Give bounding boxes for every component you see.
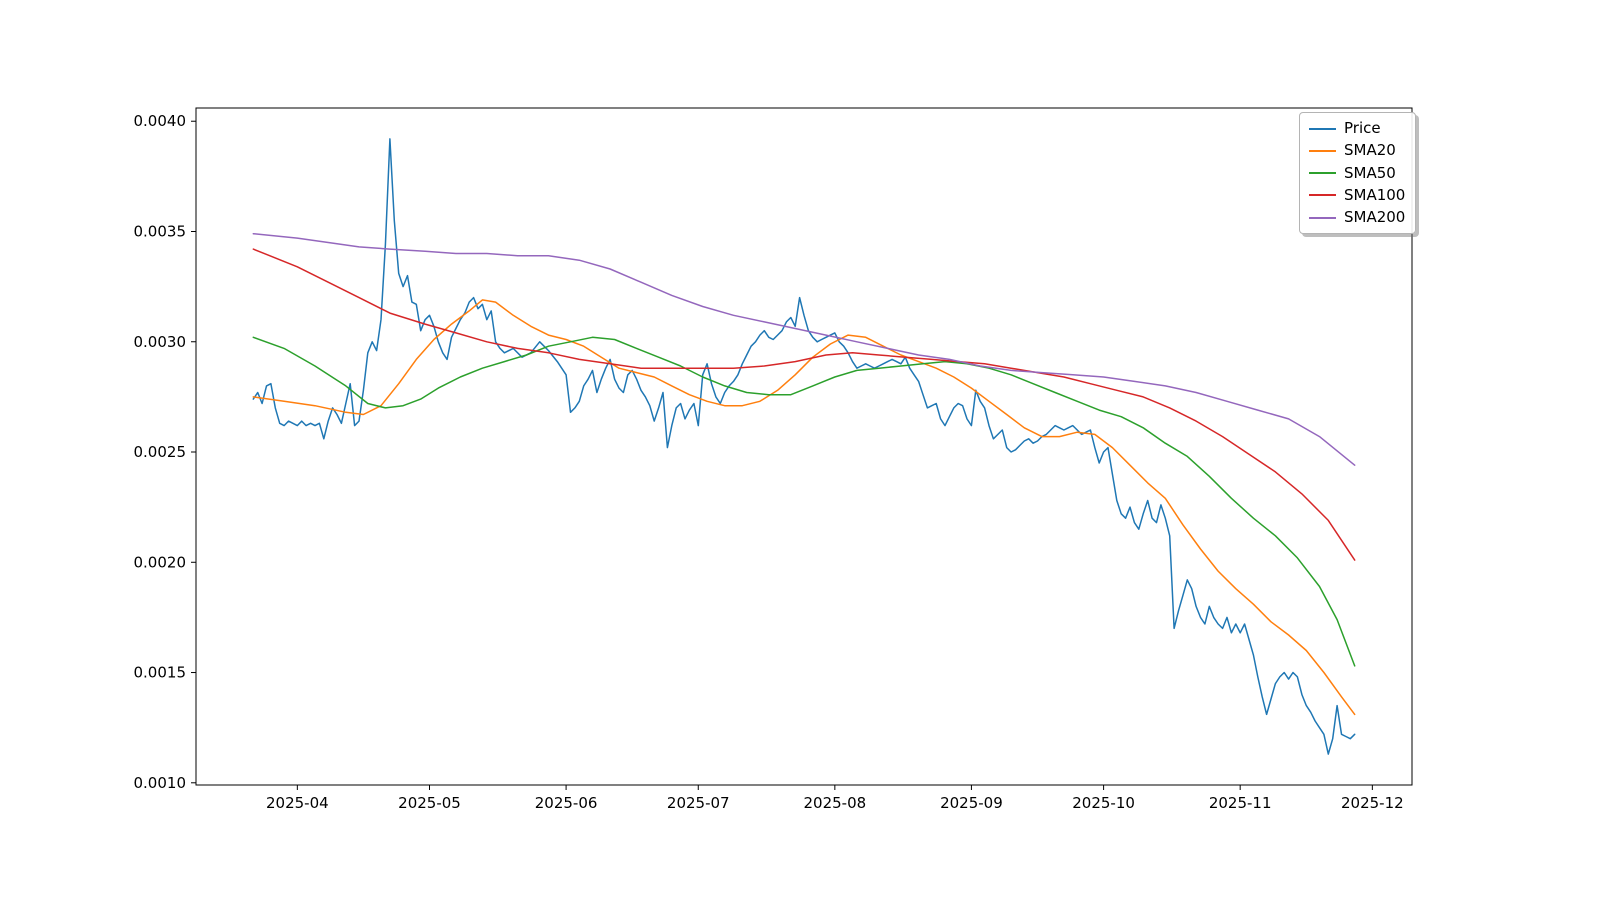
legend-line-sma50-icon xyxy=(1309,172,1336,175)
series-line-sma20 xyxy=(252,299,1356,716)
x-tick-label: 2025-06 xyxy=(535,794,598,812)
x-tick-label: 2025-04 xyxy=(266,794,329,812)
series-line-sma200 xyxy=(252,232,1356,466)
y-tick-label: 0.0035 xyxy=(134,222,187,240)
y-tick-label: 0.0010 xyxy=(134,774,187,792)
legend-line-sma20-icon xyxy=(1309,149,1336,152)
legend-line-price-icon xyxy=(1309,127,1336,130)
legend-label-sma50: SMA50 xyxy=(1344,163,1396,182)
series-line-sma50 xyxy=(252,336,1356,667)
legend-label-price: Price xyxy=(1344,119,1381,137)
legend-item-sma200: SMA200 xyxy=(1309,208,1406,226)
y-tick-label: 0.0025 xyxy=(134,443,187,461)
y-tick-label: 0.0015 xyxy=(134,664,187,682)
y-tick-label: 0.0020 xyxy=(134,553,187,571)
legend-item-sma50: SMA50 xyxy=(1309,163,1405,182)
series-line-price xyxy=(252,138,1356,755)
x-tick-label: 2025-07 xyxy=(667,794,730,812)
y-tick-label: 0.0040 xyxy=(134,112,187,130)
x-tick-label: 2025-08 xyxy=(803,794,866,812)
legend-item-sma20: SMA20 xyxy=(1309,141,1405,160)
x-tick-label: 2025-11 xyxy=(1209,794,1272,812)
legend-line-sma200-icon xyxy=(1309,216,1336,219)
legend-line-sma100-icon xyxy=(1309,194,1336,197)
plot-frame xyxy=(195,107,1413,786)
x-tick-label: 2025-09 xyxy=(940,794,1003,812)
x-tick-label: 2025-10 xyxy=(1072,794,1135,812)
x-tick-label: 2025-12 xyxy=(1341,794,1404,812)
series-line-sma100 xyxy=(252,248,1356,561)
y-tick-label: 0.0030 xyxy=(134,333,187,351)
legend-item-sma100: SMA100 xyxy=(1309,185,1406,204)
legend-label-sma20: SMA20 xyxy=(1344,141,1396,160)
legend-label-sma200: SMA200 xyxy=(1344,208,1406,226)
legend: Price SMA20 SMA50 SMA100 SMA200 xyxy=(1299,112,1417,235)
x-tick-label: 2025-05 xyxy=(398,794,461,812)
legend-item-price: Price xyxy=(1309,119,1405,137)
legend-label-sma100: SMA100 xyxy=(1344,185,1406,204)
